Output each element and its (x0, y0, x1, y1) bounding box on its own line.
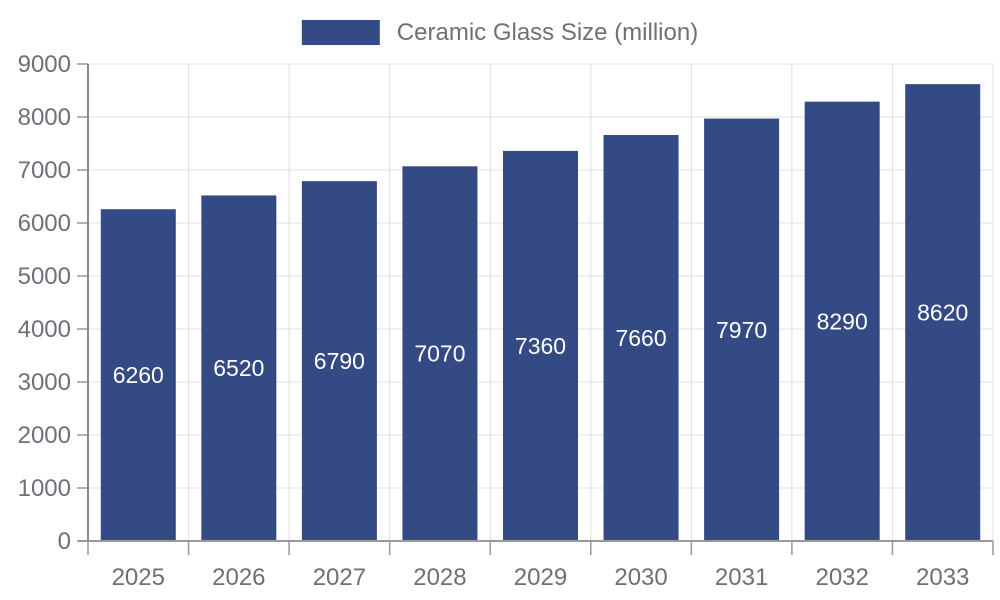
x-tick-label: 2032 (815, 564, 868, 591)
y-tick-label: 8000 (18, 104, 71, 131)
y-tick-label: 3000 (18, 369, 71, 396)
bar-2027 (301, 181, 377, 541)
bar-value-label: 8290 (817, 308, 868, 334)
bar-2030 (603, 135, 679, 541)
y-tick-label: 0 (58, 528, 71, 555)
x-tick-label: 2031 (715, 564, 768, 591)
y-tick-label: 2000 (18, 422, 71, 449)
bar-2033 (905, 84, 981, 541)
x-tick-label: 2030 (614, 564, 667, 591)
bar-value-label: 7970 (716, 317, 767, 343)
x-tick-label: 2026 (212, 564, 265, 591)
x-tick-label: 2033 (916, 564, 969, 591)
bar-2029 (503, 150, 578, 542)
x-tick-label: 2029 (514, 564, 567, 591)
bar-2026 (201, 195, 277, 541)
bar-value-label: 6790 (314, 348, 365, 374)
legend: Ceramic Glass Size (million) (301, 19, 699, 46)
bar-value-label: 6520 (213, 355, 264, 381)
y-tick-label: 9000 (18, 51, 71, 78)
y-tick-label: 4000 (18, 316, 71, 343)
legend-swatch (301, 20, 380, 45)
bar-2032 (804, 101, 880, 541)
y-tick-label: 6000 (18, 210, 71, 237)
bar-value-label: 7360 (515, 333, 566, 359)
y-tick-label: 5000 (18, 263, 71, 290)
bar-value-label: 7660 (615, 325, 666, 351)
bar-value-label: 6260 (113, 362, 164, 388)
x-tick-label: 2028 (413, 564, 466, 591)
x-tick-label: 2025 (112, 564, 165, 591)
bar-2025 (100, 209, 176, 541)
bar-2028 (402, 166, 478, 542)
y-tick-label: 7000 (18, 157, 71, 184)
bar-value-label: 7070 (414, 341, 465, 367)
bar-value-label: 8620 (917, 300, 968, 326)
bar-2031 (704, 118, 780, 541)
x-tick-label: 2027 (313, 564, 366, 591)
legend-label: Ceramic Glass Size (million) (396, 19, 699, 46)
y-tick-label: 1000 (18, 475, 71, 502)
